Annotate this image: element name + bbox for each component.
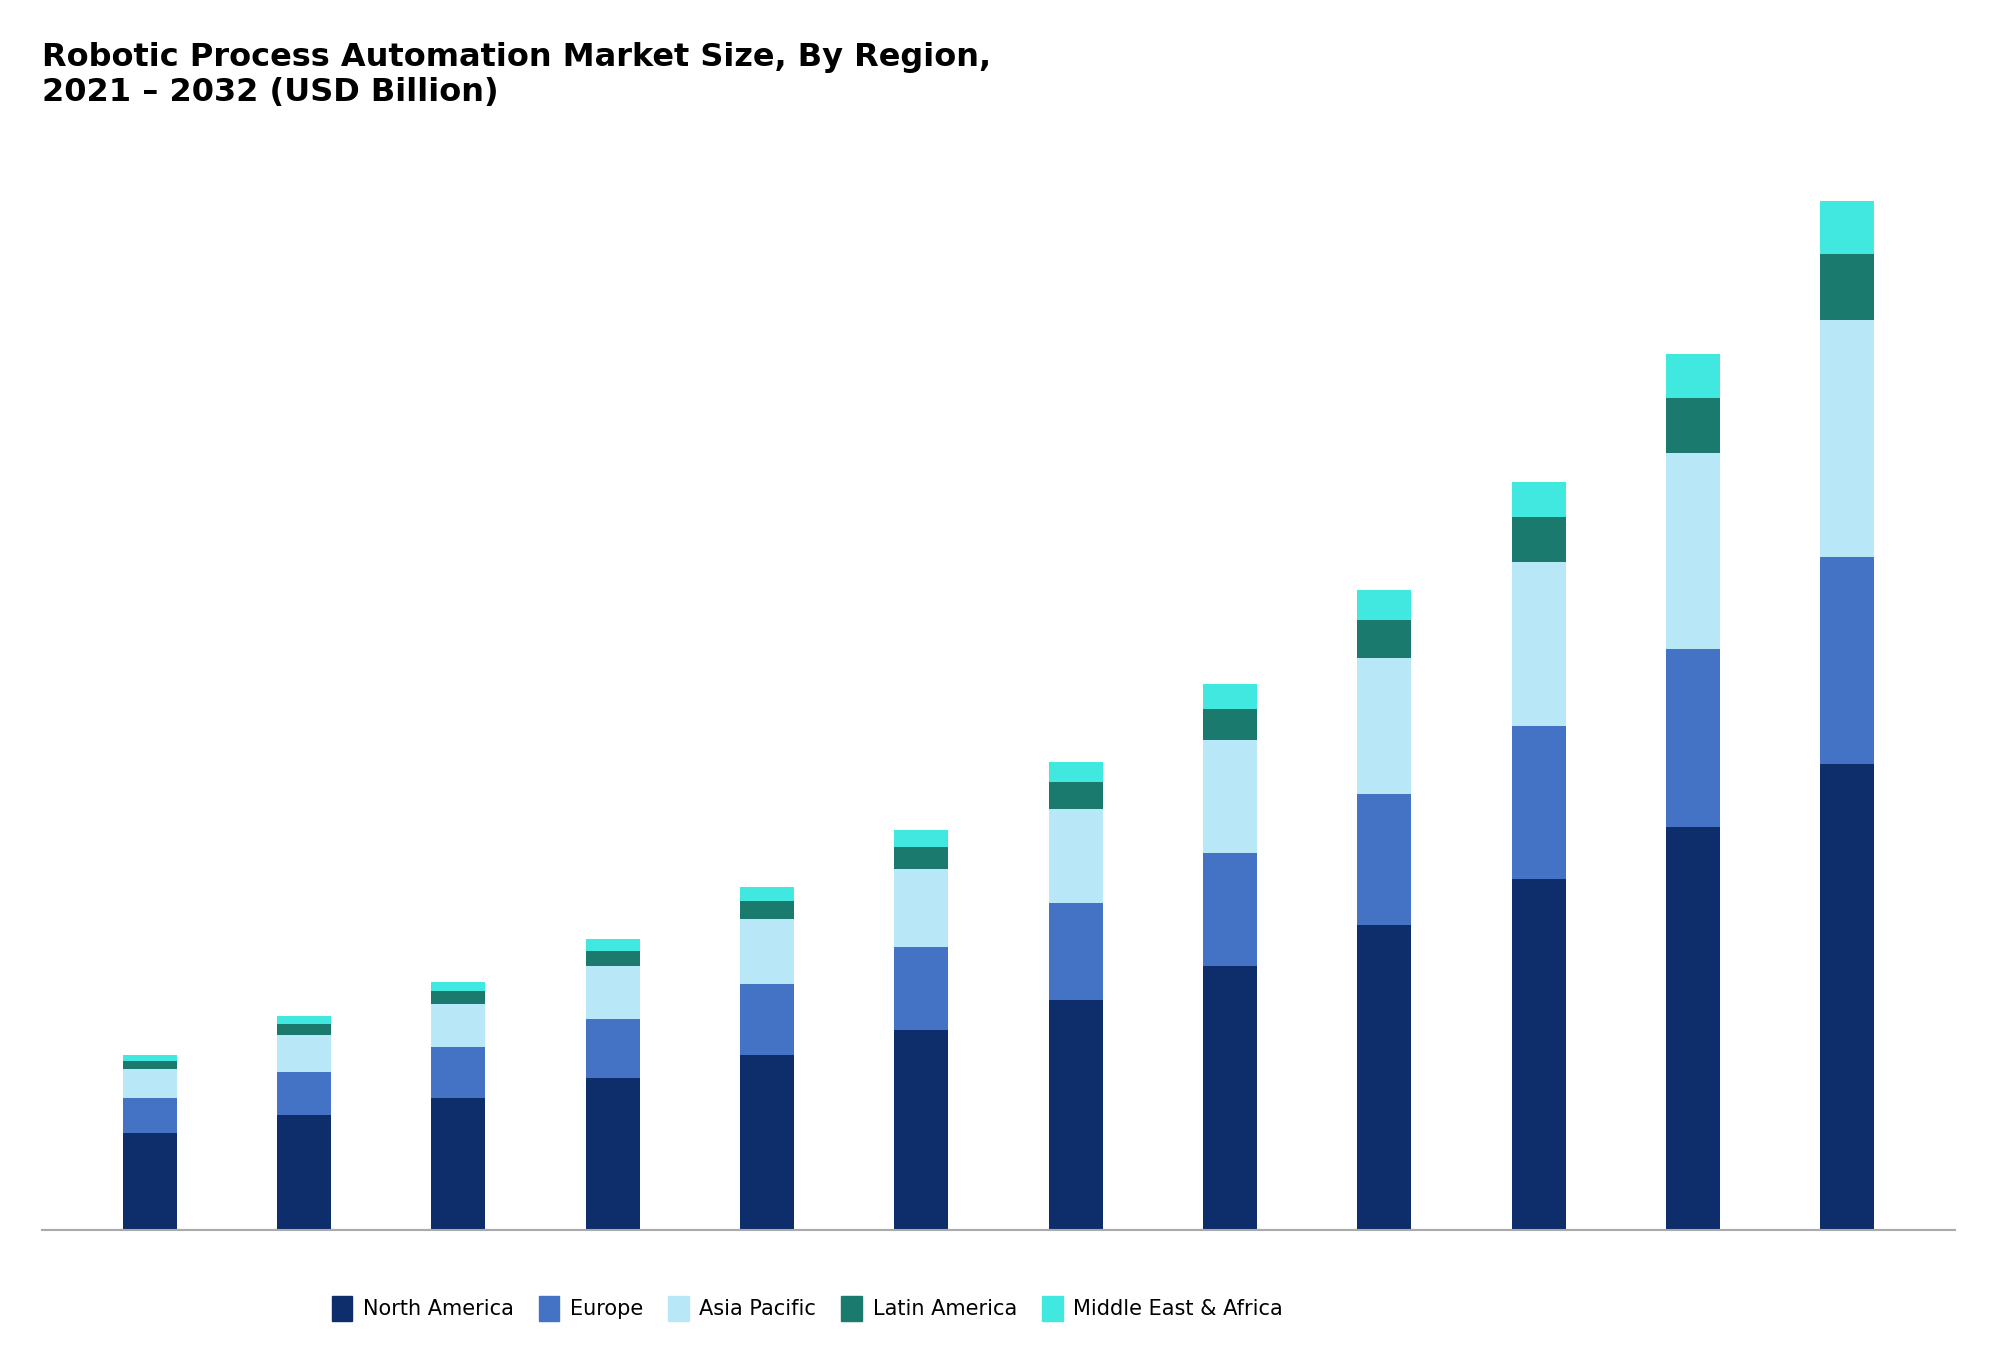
Bar — [1358, 658, 1412, 794]
Bar — [431, 1003, 485, 1047]
Bar — [1665, 452, 1719, 649]
Bar — [585, 1018, 639, 1079]
Bar — [1048, 809, 1102, 904]
Bar — [895, 1031, 949, 1230]
Bar — [895, 830, 949, 848]
Bar — [1358, 591, 1412, 621]
Bar — [431, 1047, 485, 1098]
Bar — [1665, 649, 1719, 827]
Bar — [741, 887, 795, 901]
Bar — [1202, 708, 1256, 740]
Bar — [585, 1079, 639, 1230]
Legend: North America, Europe, Asia Pacific, Latin America, Middle East & Africa: North America, Europe, Asia Pacific, Lat… — [324, 1288, 1292, 1330]
Bar — [1048, 782, 1102, 809]
Bar — [1512, 726, 1566, 879]
Bar — [1358, 621, 1412, 658]
Bar — [122, 1055, 176, 1061]
Bar — [741, 984, 795, 1055]
Bar — [1202, 740, 1256, 853]
Bar — [585, 950, 639, 965]
Bar — [1821, 320, 1875, 556]
Bar — [122, 1098, 176, 1133]
Bar — [1048, 1001, 1102, 1230]
Bar — [895, 869, 949, 947]
Bar — [1358, 925, 1412, 1230]
Bar — [1665, 354, 1719, 398]
Bar — [1512, 879, 1566, 1230]
Bar — [741, 920, 795, 984]
Bar — [278, 1016, 332, 1024]
Bar — [741, 1055, 795, 1230]
Bar — [1821, 201, 1875, 254]
Bar — [1202, 685, 1256, 708]
Bar — [1821, 556, 1875, 764]
Bar — [122, 1133, 176, 1230]
Bar — [278, 1035, 332, 1072]
Bar — [1512, 518, 1566, 562]
Bar — [278, 1115, 332, 1230]
Bar — [1512, 481, 1566, 518]
Bar — [1512, 562, 1566, 726]
Bar — [895, 947, 949, 1031]
Bar — [431, 982, 485, 991]
Bar — [1665, 398, 1719, 452]
Bar — [431, 1098, 485, 1230]
Bar — [1048, 904, 1102, 1001]
Bar — [1202, 965, 1256, 1230]
Bar — [431, 991, 485, 1003]
Bar — [1202, 853, 1256, 965]
Bar — [278, 1072, 332, 1115]
Bar — [1821, 764, 1875, 1230]
Bar — [1821, 254, 1875, 320]
Bar — [585, 939, 639, 950]
Bar — [278, 1024, 332, 1035]
Bar — [741, 901, 795, 920]
Bar — [895, 848, 949, 869]
Bar — [1048, 761, 1102, 782]
Bar — [1358, 794, 1412, 925]
Text: Robotic Process Automation Market Size, By Region,
2021 – 2032 (USD Billion): Robotic Process Automation Market Size, … — [42, 41, 991, 108]
Bar — [122, 1069, 176, 1098]
Bar — [585, 965, 639, 1018]
Bar — [1665, 827, 1719, 1230]
Bar — [122, 1061, 176, 1069]
